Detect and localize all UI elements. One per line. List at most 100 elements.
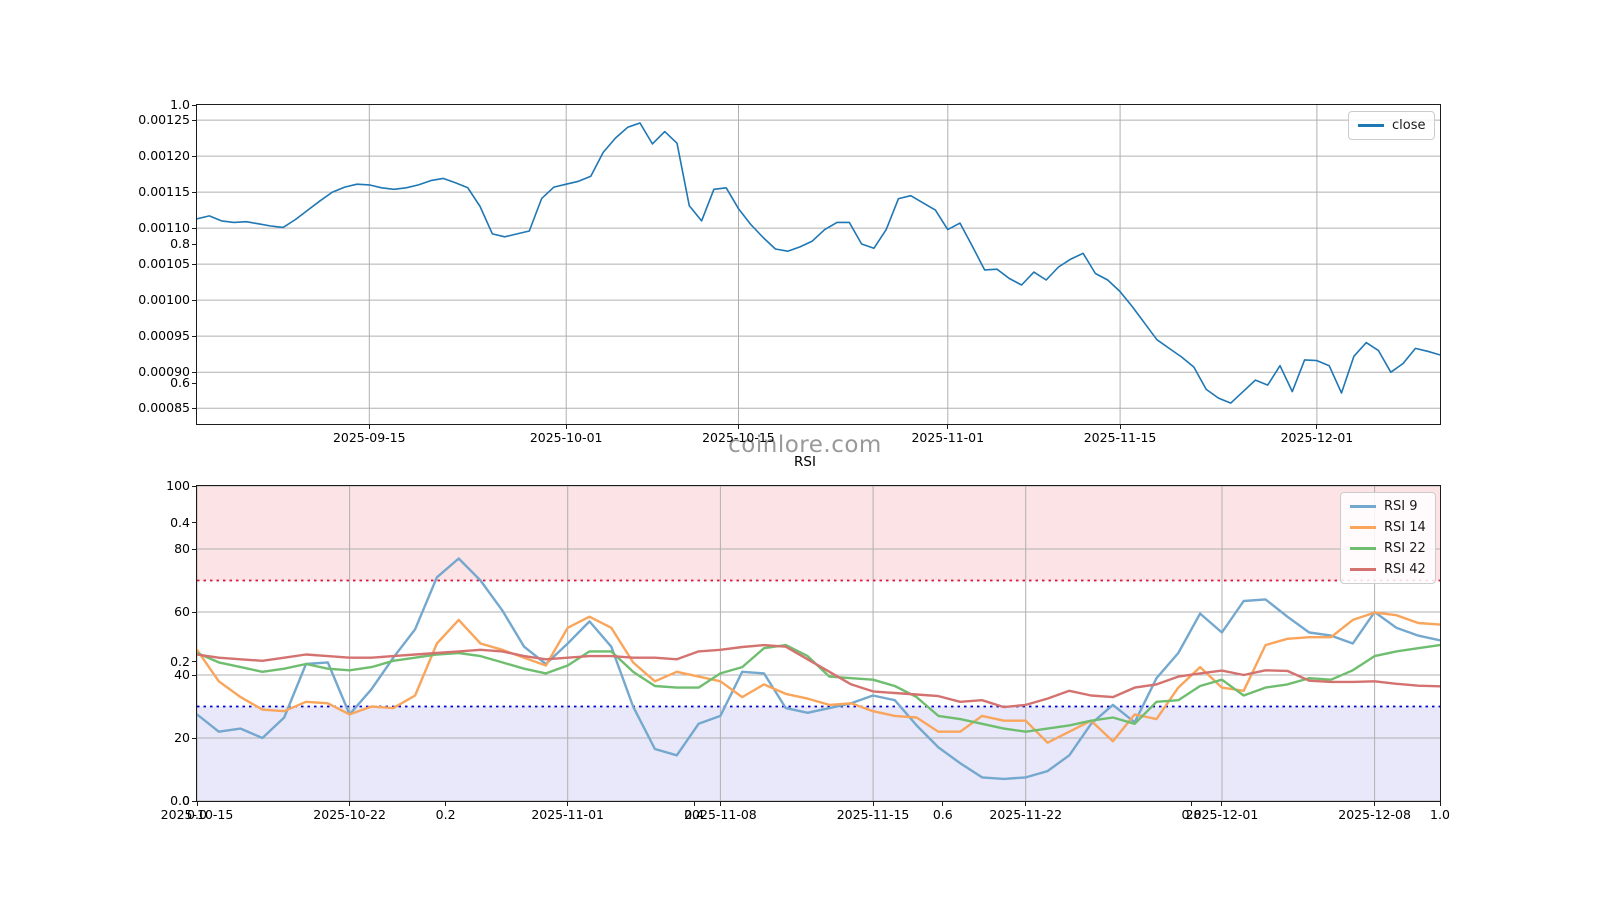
rsi-y-tick-label: 20: [174, 730, 190, 745]
rsi-x-tick-label: 2025-10-15: [160, 807, 234, 822]
legend-label-rsi42: RSI 42: [1384, 562, 1426, 577]
rsi-x-tick: [567, 802, 569, 806]
rsi-y-tick-label: 0: [182, 793, 190, 808]
price-y-tick-label: 0.00085: [138, 400, 190, 416]
rsi-x-tick: [1221, 802, 1223, 806]
price-y-tick: [192, 371, 196, 373]
price-x-tick: [565, 425, 567, 429]
overlay-x-tick-label: 0.4: [684, 807, 705, 822]
rsi-x-tick-label: 2025-12-08: [1338, 807, 1411, 822]
watermark: coinlore.com: [728, 432, 882, 458]
rsi-y-tick-label: 80: [174, 541, 190, 556]
overlay-x-tick-label: 0.0: [187, 807, 207, 822]
legend-row-close: close: [1349, 115, 1434, 136]
rsi-x-tick-label: 2025-11-15: [836, 807, 910, 822]
rsi-x-tick-label: 2025-10-22: [313, 807, 386, 822]
price-y-tick: [192, 263, 196, 265]
price-x-tick: [368, 425, 370, 429]
overlay-x-tick-label: 0.8: [1181, 807, 1202, 822]
overlay-x-tick: [1190, 802, 1192, 806]
legend-label-rsi22: RSI 22: [1384, 541, 1426, 556]
rsi-y-tick: [192, 737, 196, 739]
price-x-tick: [947, 425, 949, 429]
rsi-x-tick: [872, 802, 874, 806]
rsi9-line-swatch: [1350, 505, 1376, 508]
price-x-tick-label: 2025-12-01: [1280, 430, 1354, 445]
price-y-tick-label: 0.00125: [138, 112, 190, 128]
rsi-chart-svg: [197, 486, 1440, 801]
legend-label-rsi14: RSI 14: [1384, 520, 1426, 535]
rsi-y-tick-label: 60: [174, 604, 190, 619]
rsi-y-tick-label: 100: [166, 478, 190, 493]
overlay-x-tick: [445, 802, 447, 806]
overlay-y-tick: [192, 661, 196, 663]
overlay-y-tick: [192, 522, 196, 524]
overlay-y-tick: [192, 243, 196, 245]
rsi-y-tick: [192, 611, 196, 613]
price-x-tick-label: 2025-11-01: [911, 430, 985, 445]
rsi-x-tick-label: 2025-11-08: [684, 807, 757, 822]
overlay-y-tick-label: 0.0: [170, 793, 190, 808]
overlay-y-tick: [192, 104, 196, 106]
legend-row-rsi42: RSI 42: [1341, 559, 1435, 580]
rsi-x-tick-label: 2025-12-01: [1185, 807, 1259, 822]
rsi-x-tick: [1025, 802, 1027, 806]
rsi14-line-swatch: [1350, 526, 1376, 529]
price-x-tick: [1316, 425, 1318, 429]
price-chart-svg: [197, 105, 1440, 424]
rsi42-line-swatch: [1350, 568, 1376, 571]
overlay-y-tick-label: 0.2: [170, 653, 190, 669]
price-y-tick: [192, 299, 196, 301]
rsi22-line-swatch: [1350, 547, 1376, 550]
rsi-chart-title: RSI: [794, 454, 816, 470]
price-y-tick: [192, 191, 196, 193]
price-y-tick-label: 0.00120: [138, 148, 190, 164]
legend-label-rsi9: RSI 9: [1384, 499, 1418, 514]
rsi-x-tick-label: 2025-11-22: [989, 807, 1063, 822]
legend-label-close: close: [1392, 118, 1426, 133]
price-y-tick-label: 0.00100: [138, 292, 190, 308]
overlay-y-tick: [192, 800, 196, 802]
price-chart-plot: [196, 104, 1441, 425]
legend-row-rsi14: RSI 14: [1341, 517, 1435, 538]
rsi-x-tick: [719, 802, 721, 806]
price-y-tick-label: 0.00095: [138, 328, 190, 344]
legend-row-rsi22: RSI 22: [1341, 538, 1435, 559]
price-y-tick-label: 0.00110: [138, 220, 190, 236]
overlay-x-tick: [196, 802, 198, 806]
overlay-x-tick-label: 0.2: [435, 807, 456, 822]
price-y-tick: [192, 119, 196, 121]
overlay-y-tick-label: 0.4: [170, 514, 190, 530]
close-line-swatch: [1358, 124, 1384, 127]
price-legend: close: [1348, 111, 1436, 140]
rsi-x-tick: [1374, 802, 1376, 806]
rsi-y-tick: [192, 674, 196, 676]
price-y-tick-label: 0.00090: [138, 364, 190, 380]
rsi-y-tick: [192, 548, 196, 550]
overlay-y-tick-label: 1.0: [170, 97, 190, 112]
overlay-x-tick-label: 0.6: [932, 807, 953, 822]
price-y-tick: [192, 407, 196, 409]
price-y-tick-label: 0.00105: [138, 256, 190, 272]
price-x-tick-label: 2025-11-15: [1083, 430, 1157, 445]
price-x-tick-label: 2025-10-15: [702, 430, 775, 445]
overlay-x-tick: [942, 802, 944, 806]
legend-row-rsi9: RSI 9: [1341, 496, 1435, 517]
price-y-tick: [192, 335, 196, 337]
price-y-tick: [192, 227, 196, 229]
price-x-tick: [737, 425, 739, 429]
rsi-chart-plot: [196, 485, 1441, 802]
rsi-x-tick-label: 2025-11-01: [531, 807, 604, 822]
price-y-tick: [192, 155, 196, 157]
overlay-x-tick: [1439, 802, 1441, 806]
price-x-tick-label: 2025-09-15: [332, 430, 406, 445]
overlay-y-tick: [192, 382, 196, 384]
price-y-tick-label: 0.00115: [138, 184, 190, 200]
rsi-y-tick-label: 40: [174, 667, 190, 682]
overlay-y-tick-label: 0.6: [170, 375, 190, 391]
rsi-y-tick: [192, 485, 196, 487]
overlay-x-tick: [693, 802, 695, 806]
overlay-x-tick-label: 1.0: [1430, 807, 1450, 822]
price-x-tick-label: 2025-10-01: [529, 430, 603, 445]
